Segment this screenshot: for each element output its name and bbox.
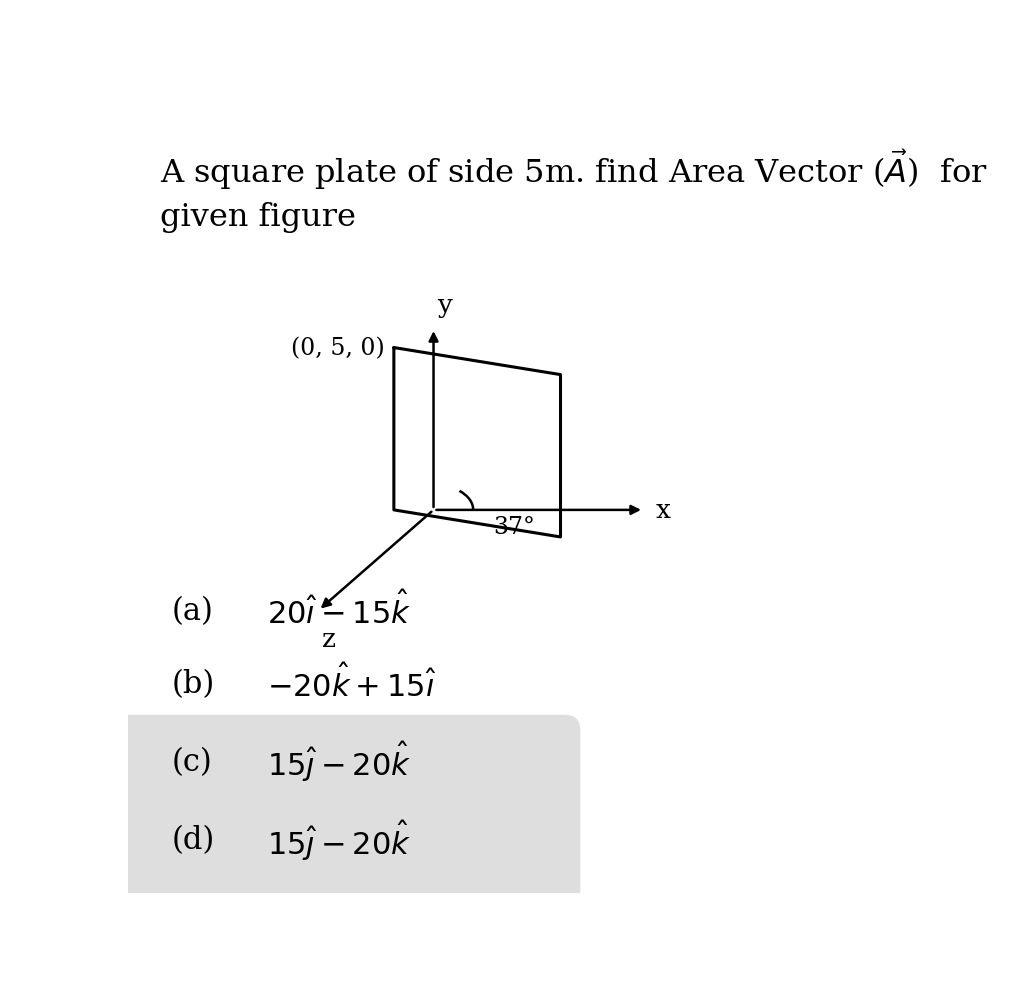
Text: $15\hat{\jmath} - 20\hat{k}$: $15\hat{\jmath} - 20\hat{k}$ bbox=[267, 818, 411, 863]
Text: (c): (c) bbox=[172, 746, 212, 777]
FancyBboxPatch shape bbox=[113, 715, 581, 908]
Text: $-20\hat{k} + 15\hat{\imath}$: $-20\hat{k} + 15\hat{\imath}$ bbox=[267, 665, 437, 703]
Text: x: x bbox=[655, 497, 671, 523]
Text: (d): (d) bbox=[172, 824, 215, 856]
Text: (0, 5, 0): (0, 5, 0) bbox=[291, 337, 384, 360]
Text: y: y bbox=[437, 292, 453, 317]
Text: (b): (b) bbox=[172, 669, 215, 700]
Text: $20\hat{\imath} - 15\hat{k}$: $20\hat{\imath} - 15\hat{k}$ bbox=[267, 592, 411, 630]
Text: $15\hat{\jmath} - 20\hat{k}$: $15\hat{\jmath} - 20\hat{k}$ bbox=[267, 739, 411, 783]
Text: z: z bbox=[323, 626, 337, 651]
Text: given figure: given figure bbox=[160, 202, 355, 233]
Text: 37°: 37° bbox=[494, 516, 535, 539]
Text: A square plate of side 5m. find Area Vector ($\vec{A}$)  for: A square plate of side 5m. find Area Vec… bbox=[160, 147, 987, 192]
Text: (a): (a) bbox=[172, 596, 214, 626]
